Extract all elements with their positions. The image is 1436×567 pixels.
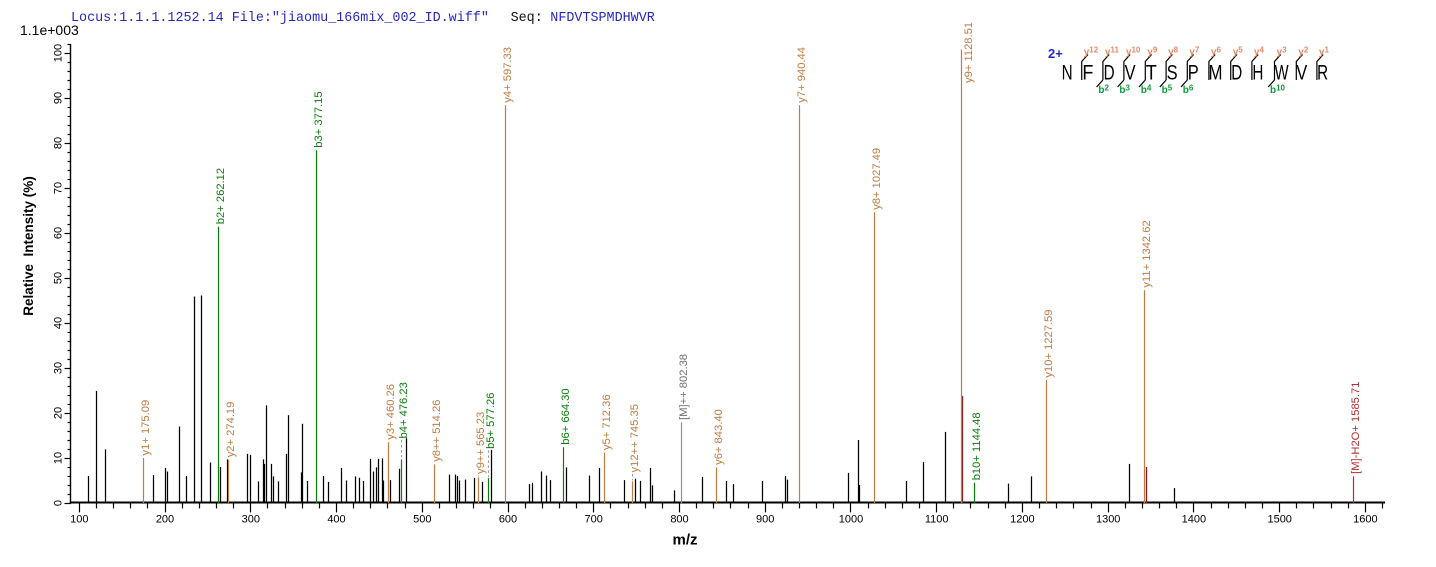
svg-text:M: M: [1209, 62, 1223, 85]
svg-text:b2+ 262.12: b2+ 262.12: [215, 168, 227, 224]
svg-text:b3+ 377.15: b3+ 377.15: [313, 91, 325, 147]
svg-text:T: T: [1146, 62, 1157, 85]
svg-text:y2+ 274.19: y2+ 274.19: [225, 402, 237, 458]
svg-text:700: 700: [585, 514, 603, 526]
svg-text:m/z: m/z: [672, 532, 697, 549]
svg-text:90: 90: [53, 92, 65, 104]
svg-text:y11+ 1342.62: y11+ 1342.62: [1141, 220, 1153, 287]
svg-text:b4: b4: [1141, 84, 1152, 97]
svg-text:200: 200: [156, 514, 174, 526]
svg-text:b6: b6: [1183, 84, 1194, 97]
svg-text:Seq:: Seq:: [511, 11, 543, 26]
svg-text:y4: y4: [1254, 46, 1265, 59]
svg-text:y3+ 460.26: y3+ 460.26: [385, 384, 397, 440]
svg-text:b2: b2: [1098, 84, 1109, 97]
svg-text:30: 30: [53, 362, 65, 374]
svg-text:900: 900: [756, 514, 774, 526]
svg-text:D: D: [1231, 62, 1242, 85]
svg-text:b5+ 577.26: b5+ 577.26: [485, 393, 497, 449]
svg-text:y9++ 565.23: y9++ 565.23: [475, 412, 487, 474]
svg-text:600: 600: [499, 514, 517, 526]
svg-text:NFDVTSPMDHWVR: NFDVTSPMDHWVR: [550, 11, 654, 26]
svg-text:50: 50: [53, 272, 65, 284]
svg-text:400: 400: [327, 514, 345, 526]
svg-text:y9+ 1128.51: y9+ 1128.51: [963, 22, 975, 83]
svg-text:[M]++ 802.38: [M]++ 802.38: [678, 354, 690, 420]
svg-text:S: S: [1167, 62, 1178, 85]
svg-text:y8++ 514.26: y8++ 514.26: [431, 400, 443, 462]
svg-text:800: 800: [670, 514, 688, 526]
svg-text:y3: y3: [1277, 46, 1288, 59]
svg-text:y6: y6: [1211, 46, 1222, 59]
svg-text:y4+ 597.33: y4+ 597.33: [502, 47, 514, 103]
svg-text:b4+ 476.23: b4+ 476.23: [398, 382, 410, 438]
svg-text:y5+ 712.36: y5+ 712.36: [601, 394, 613, 450]
svg-text:N: N: [1062, 62, 1073, 85]
svg-text:b10+ 1144.48: b10+ 1144.48: [971, 412, 983, 480]
svg-text:y9: y9: [1147, 46, 1158, 59]
svg-text:y11: y11: [1105, 46, 1120, 59]
svg-text:500: 500: [413, 514, 431, 526]
svg-text:2+: 2+: [1048, 46, 1063, 61]
svg-text:H: H: [1252, 62, 1263, 85]
svg-text:1100: 1100: [925, 514, 949, 526]
svg-text:70: 70: [53, 182, 65, 194]
svg-text:0: 0: [53, 500, 65, 506]
svg-text:y7+ 940.44: y7+ 940.44: [796, 47, 808, 103]
svg-text:300: 300: [242, 514, 260, 526]
svg-text:[M]-H2O+ 1585.71: [M]-H2O+ 1585.71: [1350, 382, 1362, 474]
svg-text:b5: b5: [1162, 84, 1173, 97]
svg-text:1200: 1200: [1010, 514, 1034, 526]
svg-text:b3: b3: [1119, 84, 1130, 97]
svg-text:y7: y7: [1189, 46, 1200, 59]
svg-text:y6+ 843.40: y6+ 843.40: [713, 409, 725, 465]
svg-text:y10+ 1227.59: y10+ 1227.59: [1043, 309, 1055, 377]
svg-text:10: 10: [53, 452, 65, 464]
svg-text:1600: 1600: [1353, 514, 1377, 526]
svg-text:W: W: [1275, 62, 1289, 85]
svg-text:y12++ 745.35: y12++ 745.35: [629, 404, 641, 472]
svg-text:100: 100: [53, 44, 65, 62]
svg-text:1000: 1000: [839, 514, 863, 526]
svg-text:b10: b10: [1270, 84, 1286, 97]
svg-text:y8: y8: [1168, 46, 1179, 59]
svg-text:y1+ 175.09: y1+ 175.09: [140, 400, 152, 456]
svg-text:80: 80: [53, 137, 65, 149]
svg-text:y5: y5: [1233, 46, 1244, 59]
svg-text:100: 100: [70, 514, 88, 526]
svg-text:1300: 1300: [1096, 514, 1120, 526]
svg-text:y12: y12: [1084, 46, 1099, 59]
svg-text:40: 40: [53, 317, 65, 329]
svg-text:y2: y2: [1298, 46, 1309, 59]
svg-text:D: D: [1104, 62, 1115, 85]
svg-text:y1: y1: [1319, 46, 1330, 59]
svg-text:R: R: [1317, 62, 1328, 85]
svg-text:F: F: [1082, 62, 1093, 85]
svg-text:Locus:1.1.1.1252.14 File:"jiao: Locus:1.1.1.1252.14 File:"jiaomu_166mix_…: [71, 11, 489, 26]
svg-text:1400: 1400: [1182, 514, 1206, 526]
svg-text:P: P: [1188, 62, 1199, 85]
svg-text:Relative Intensity (%): Relative Intensity (%): [21, 176, 36, 316]
svg-text:b6+ 664.30: b6+ 664.30: [560, 388, 572, 444]
svg-text:y10: y10: [1126, 46, 1141, 59]
svg-text:20: 20: [53, 407, 65, 419]
svg-text:V: V: [1296, 62, 1307, 85]
svg-text:1500: 1500: [1267, 514, 1291, 526]
svg-text:1.1e+003: 1.1e+003: [20, 22, 79, 38]
svg-text:60: 60: [53, 227, 65, 239]
svg-text:y8+ 1027.49: y8+ 1027.49: [871, 148, 883, 210]
svg-text:V: V: [1125, 62, 1136, 85]
